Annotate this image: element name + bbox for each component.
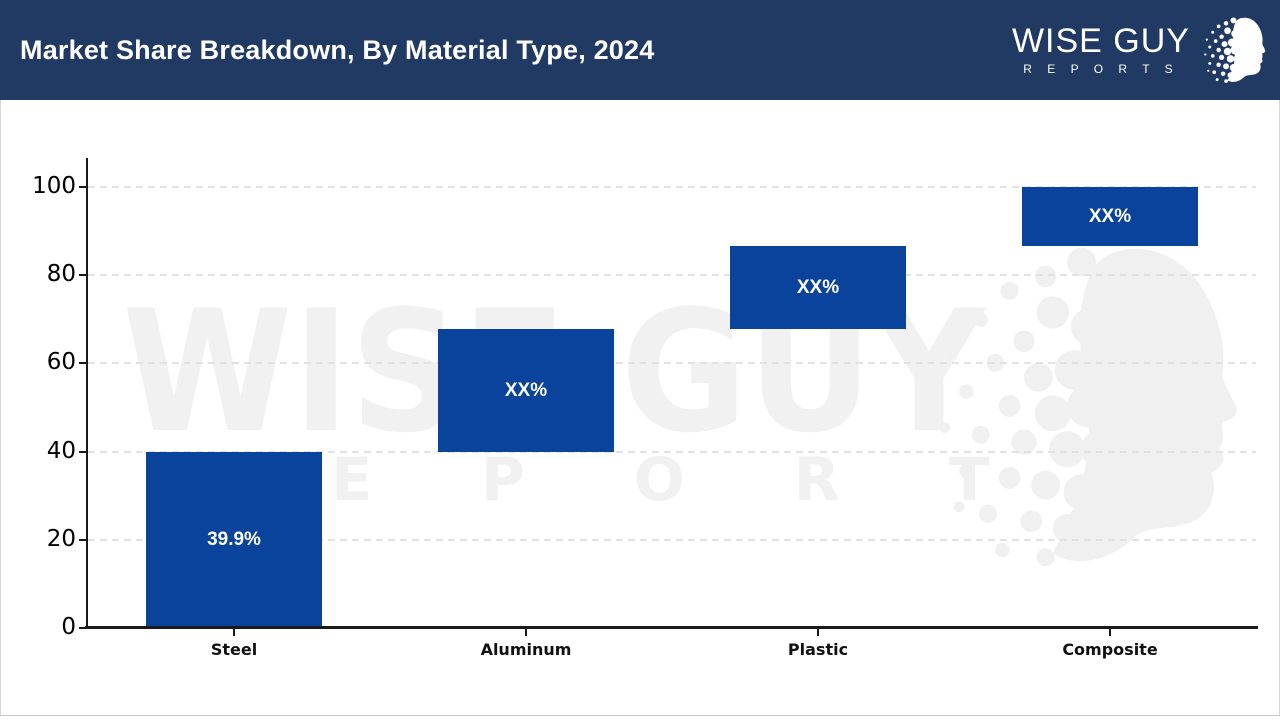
logo-text-wrap: WISE GUY R E P O R T S	[1012, 24, 1190, 76]
header: Market Share Breakdown, By Material Type…	[0, 0, 1280, 100]
x-tickmark	[525, 628, 527, 636]
wise-guy-logo: WISE GUY R E P O R T S	[1012, 9, 1266, 91]
bar-value-label: XX%	[504, 379, 548, 401]
logo-subname: R E P O R T S	[1023, 62, 1179, 76]
y-axis	[86, 158, 88, 629]
y-tick-label: 80	[46, 261, 76, 288]
bar-steel: 39.9%	[146, 452, 322, 628]
x-tick-label: Aluminum	[480, 640, 572, 659]
x-axis	[85, 626, 1258, 629]
watermark-text-line2: R E P O R T S	[176, 445, 1186, 515]
y-tickmark	[79, 362, 87, 365]
x-tickmark	[817, 628, 819, 636]
gridline	[88, 186, 1256, 188]
x-tick-label: Steel	[210, 640, 258, 659]
y-tickmark	[79, 186, 87, 188]
y-tick-label: 60	[46, 349, 76, 376]
y-tick-label: 0	[61, 614, 76, 640]
wise-guy-logo-icon	[1192, 9, 1266, 91]
x-tickmark	[1109, 628, 1111, 636]
bar-value-label: XX%	[1088, 205, 1132, 227]
page-title: Market Share Breakdown, By Material Type…	[20, 34, 655, 65]
bar-composite: XX%	[1022, 187, 1198, 247]
y-tickmark	[79, 450, 87, 453]
logo-name: WISE GUY	[1011, 22, 1190, 60]
bar-value-label: 39.9%	[207, 529, 261, 550]
x-tickmark	[233, 628, 235, 636]
x-tick-label: Plastic	[787, 640, 849, 659]
gridline	[88, 274, 1256, 277]
gridline	[88, 362, 1256, 365]
bar-aluminum: XX%	[438, 329, 614, 453]
y-tickmark	[79, 627, 87, 629]
y-tick-label: 100	[32, 173, 76, 199]
gridline	[88, 538, 1256, 541]
bar-value-label: XX%	[796, 276, 840, 298]
y-tickmark	[79, 538, 87, 541]
y-tick-label: 40	[46, 437, 76, 464]
y-tickmark	[79, 274, 87, 277]
x-tick-label: Composite	[1062, 640, 1158, 659]
y-tick-label: 20	[46, 525, 76, 552]
bar-plastic: XX%	[730, 246, 906, 329]
gridline	[88, 450, 1256, 453]
